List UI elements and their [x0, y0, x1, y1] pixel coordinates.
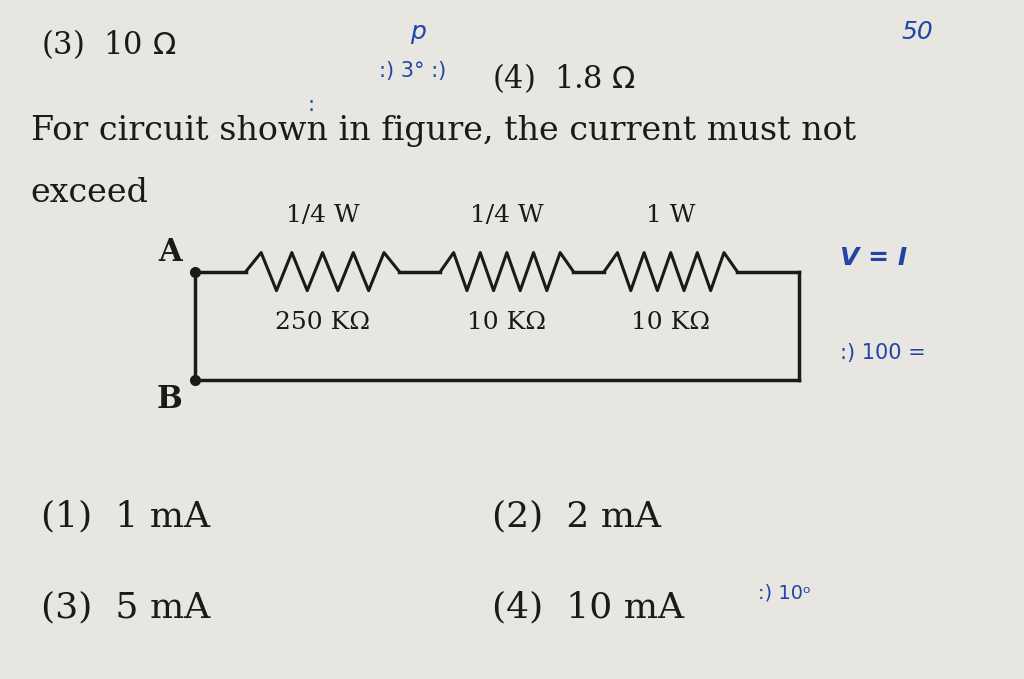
Text: exceed: exceed: [31, 177, 148, 208]
Text: (4)  10 mA: (4) 10 mA: [492, 591, 684, 625]
Text: p: p: [410, 20, 426, 44]
Text: 10 KΩ: 10 KΩ: [467, 311, 547, 334]
Text: 1/4 W: 1/4 W: [286, 204, 359, 227]
Text: (2)  2 mA: (2) 2 mA: [492, 499, 660, 533]
Text: 1 W: 1 W: [646, 204, 695, 227]
Text: :) 3° :): :) 3° :): [379, 61, 446, 81]
Text: :) 10ᵒ: :) 10ᵒ: [758, 584, 811, 603]
Text: 10 KΩ: 10 KΩ: [631, 311, 711, 334]
Text: :: :: [307, 95, 314, 115]
Text: 50: 50: [901, 20, 933, 44]
Text: (3)  10 $\Omega$: (3) 10 $\Omega$: [41, 27, 176, 61]
Text: For circuit shown in figure, the current must not: For circuit shown in figure, the current…: [31, 115, 856, 147]
Text: (1)  1 mA: (1) 1 mA: [41, 499, 210, 533]
Text: (3)  5 mA: (3) 5 mA: [41, 591, 210, 625]
Text: V = I: V = I: [840, 246, 907, 270]
Text: :) 100 =: :) 100 =: [840, 343, 926, 363]
Text: (4)  1.8 $\Omega$: (4) 1.8 $\Omega$: [492, 61, 635, 95]
Text: A: A: [159, 237, 182, 268]
Text: 1/4 W: 1/4 W: [470, 204, 544, 227]
Text: 250 KΩ: 250 KΩ: [275, 311, 370, 334]
Text: B: B: [157, 384, 182, 415]
